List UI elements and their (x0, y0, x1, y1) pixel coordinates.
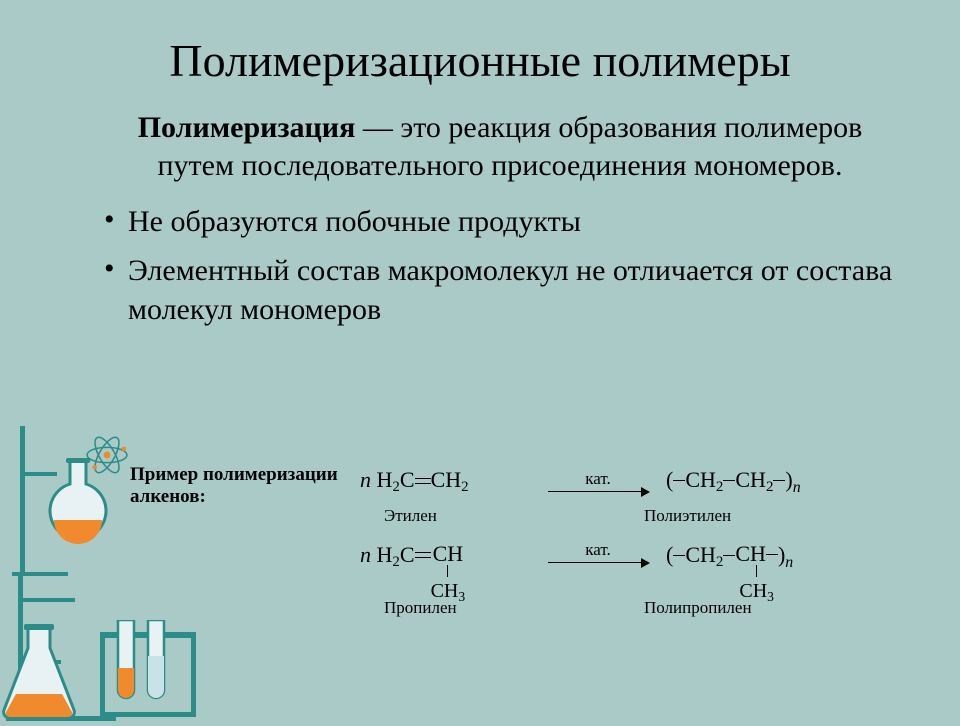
reaction-arrow: кат. (548, 544, 648, 563)
erlenmeyer-flask-icon (0, 624, 78, 720)
reaction-rhs: (CH2CHCH3)n (666, 542, 876, 604)
example-label: Пример полимеризации алкенов: (130, 464, 340, 508)
product-name: Полипропилен (644, 598, 752, 618)
reaction-lhs: n H2CCH2 (360, 467, 530, 496)
reaction-lhs: n H2CCHCH3 (360, 542, 530, 604)
reactant-name: Этилен (384, 506, 644, 526)
bullet-list: Не образуются побочные продукты Элементн… (100, 202, 900, 329)
test-tubes-icon (100, 620, 196, 720)
content-area: Полимеризация — это реакция образования … (0, 87, 960, 329)
catalyst-label: кат. (548, 540, 648, 560)
definition-term: Полимеризация (138, 111, 356, 144)
reaction-row: n H2CCH2 кат. (CH2CH2)n (360, 456, 900, 508)
reaction-arrow: кат. (548, 473, 648, 492)
reactant-name: Пропилен (384, 598, 644, 618)
reaction-formulas: n H2CCH2 кат. (CH2CH2)n Этилен Полиэтиле… (360, 456, 900, 632)
reaction-names-row: Этилен Полиэтилен (360, 506, 900, 526)
bullet-item: Элементный состав макромолекул не отлича… (100, 251, 900, 329)
page-title: Полимеризационные полимеры (0, 0, 960, 87)
definition-paragraph: Полимеризация — это реакция образования … (100, 109, 900, 184)
product-name: Полиэтилен (644, 506, 731, 526)
catalyst-label: кат. (548, 469, 648, 489)
reaction-row: n H2CCHCH3 кат. (CH2CHCH3)n (360, 540, 900, 600)
reaction-rhs: (CH2CH2)n (666, 467, 876, 497)
round-flask-icon (46, 458, 110, 552)
bullet-item: Не образуются побочные продукты (100, 202, 900, 241)
